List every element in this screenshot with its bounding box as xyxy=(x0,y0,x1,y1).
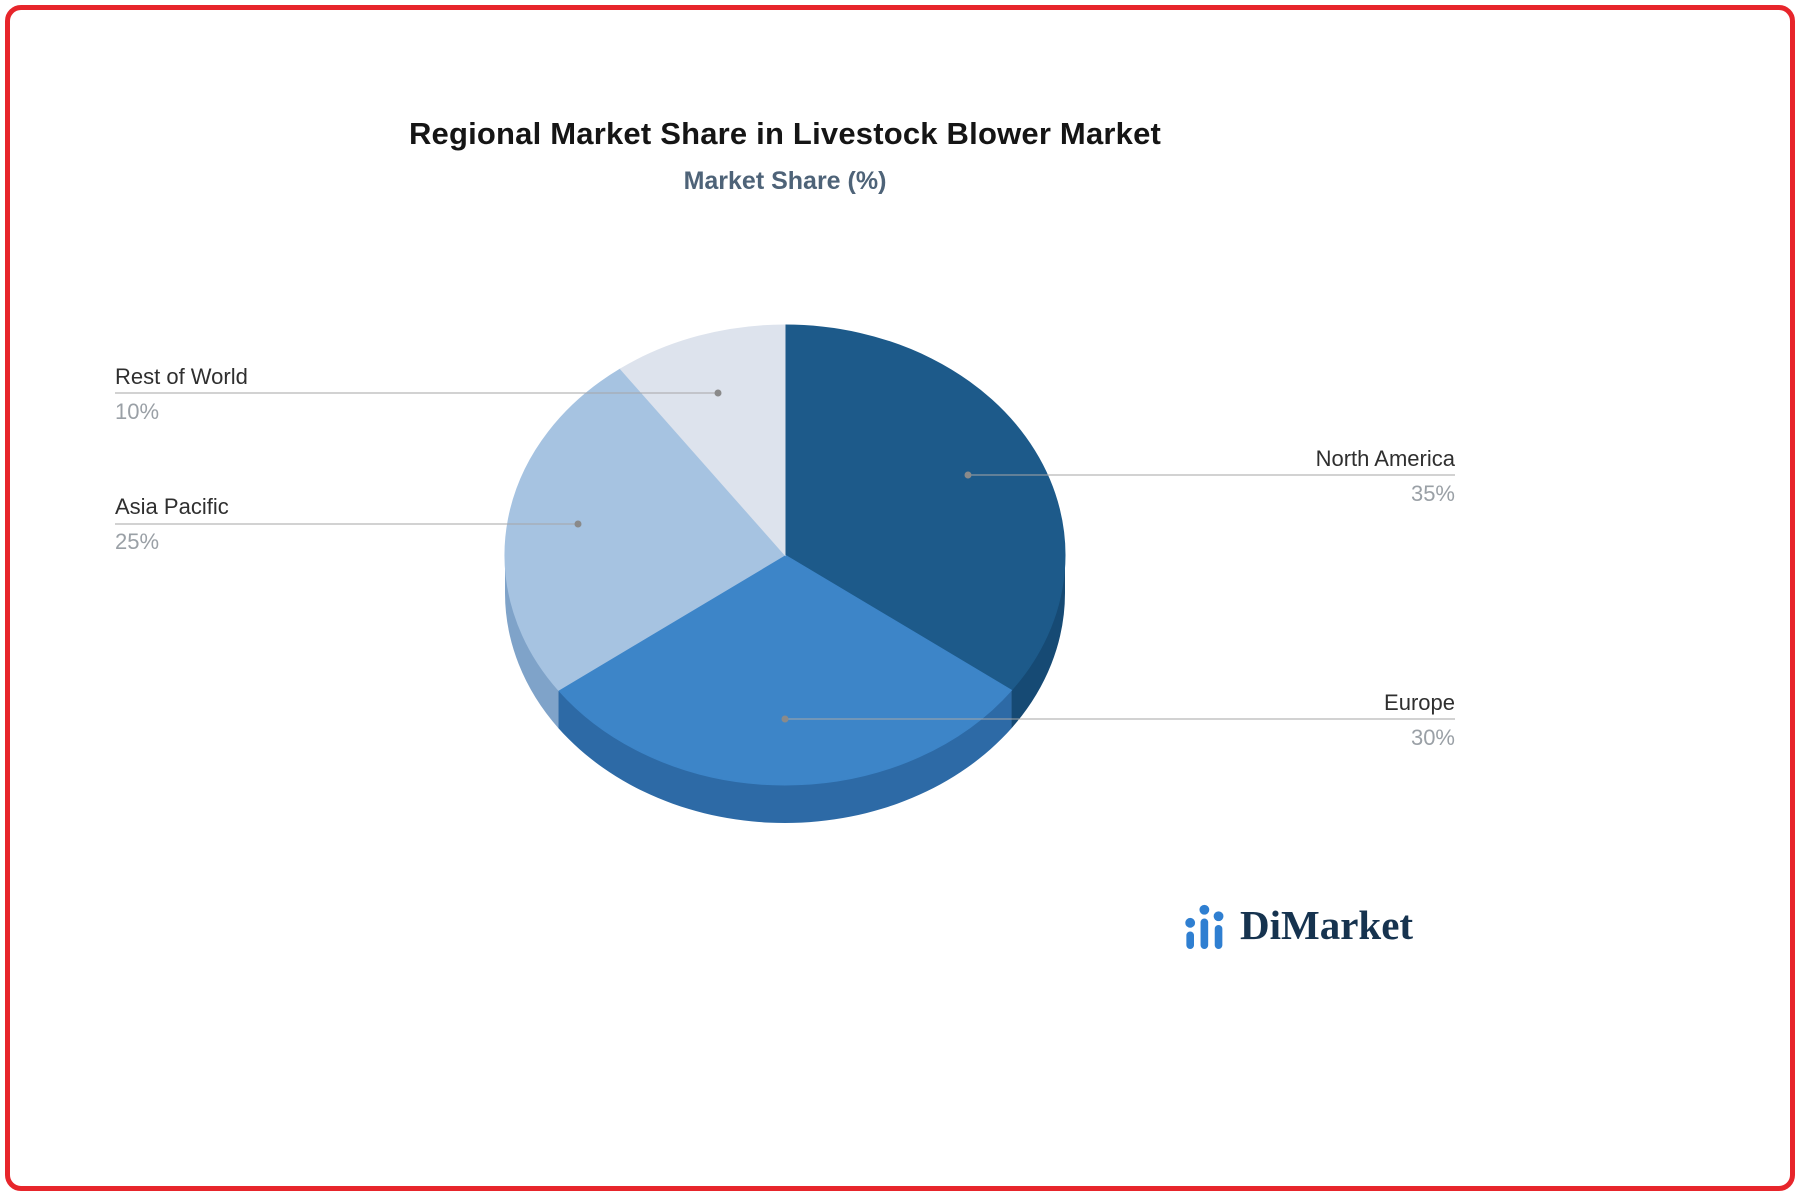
slice-label-asia-pacific: Asia Pacific 25% xyxy=(115,494,229,555)
slice-name-europe: Europe xyxy=(1384,690,1455,715)
connector-dot-north-america xyxy=(964,471,972,479)
pie-slice-europe[interactable] xyxy=(557,554,1013,786)
pie-slice-side-asia-pacific xyxy=(505,555,559,729)
slice-name-rest-of-world: Rest of World xyxy=(115,364,248,389)
slice-label-rest-of-world: Rest of World 10% xyxy=(115,364,248,425)
connector-dot-asia-pacific xyxy=(574,520,582,528)
connector-dot-europe xyxy=(781,715,789,723)
bar-chart-dots-icon xyxy=(1185,904,1224,949)
brand-logo: DiMarket xyxy=(1183,901,1413,949)
pie-slice-side-north-america xyxy=(1011,555,1065,729)
connector-dot-rest-of-world xyxy=(714,389,722,397)
slice-name-north-america: North America xyxy=(1315,446,1455,471)
pie-slice-rest-of-world[interactable] xyxy=(619,324,786,557)
slice-value-rest-of-world: 10% xyxy=(115,399,160,424)
slice-label-north-america: North America 35% xyxy=(1316,446,1455,507)
pie-slice-side-europe xyxy=(558,690,1012,824)
chart-subtitle: Market Share (%) xyxy=(683,167,887,195)
brand-logo-text: DiMarket xyxy=(1240,901,1414,948)
slice-value-north-america: 35% xyxy=(1410,481,1455,506)
chart-title: Regional Market Share in Livestock Blowe… xyxy=(408,116,1162,151)
pie-slice-north-america[interactable] xyxy=(784,324,1066,691)
slice-value-asia-pacific: 25% xyxy=(115,529,160,554)
slice-value-europe: 30% xyxy=(1410,725,1455,750)
pie-slice-asia-pacific[interactable] xyxy=(504,368,786,691)
slice-label-europe: Europe 30% xyxy=(1384,690,1455,751)
slice-name-asia-pacific: Asia Pacific xyxy=(115,494,229,519)
